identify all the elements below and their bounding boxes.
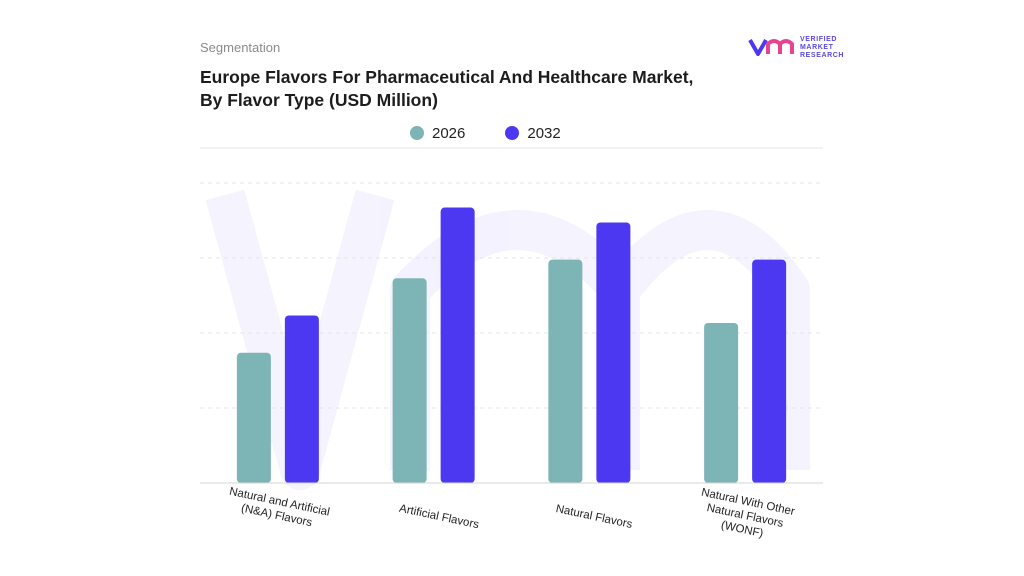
vmr-logo: VERIFIED MARKET RESEARCH <box>748 34 858 62</box>
logo-text-line-3: RESEARCH <box>800 52 845 59</box>
legend-item-2026: 2026 <box>410 125 465 142</box>
bar-2032-1 <box>440 207 475 484</box>
legend-label-2026: 2026 <box>432 124 466 142</box>
segmentation-label: Segmentation <box>200 40 281 55</box>
chart-legend: 2026 2032 <box>410 122 561 144</box>
legend-label-2032: 2032 <box>527 124 561 142</box>
bars <box>236 207 787 484</box>
bar-2032-3 <box>752 259 787 483</box>
logo-text-line-1: VERIFIED <box>800 36 838 43</box>
gridlines <box>200 147 823 409</box>
bar-2032-0 <box>284 315 319 483</box>
bar-2026-3 <box>704 322 739 483</box>
vmr-logo-text: VERIFIED MARKET RESEARCH <box>800 36 844 60</box>
legend-item-2032: 2032 <box>505 124 561 142</box>
chart-title-line-1: Europe Flavors For Pharmaceutical And He… <box>200 67 694 87</box>
vmr-logo-icon <box>748 39 794 56</box>
legend-swatch-2032 <box>505 126 520 140</box>
bar-2026-0 <box>236 352 271 483</box>
chart-title-line-2: By Flavor Type (USD Million) <box>200 90 438 110</box>
bar-2026-2 <box>548 259 583 483</box>
bar-2026-1 <box>392 278 427 483</box>
bar-2032-2 <box>596 222 631 483</box>
chart-title: Europe Flavors For Pharmaceutical And He… <box>200 66 760 112</box>
legend-swatch-2026 <box>410 126 424 140</box>
logo-text-line-2: MARKET <box>800 44 834 51</box>
